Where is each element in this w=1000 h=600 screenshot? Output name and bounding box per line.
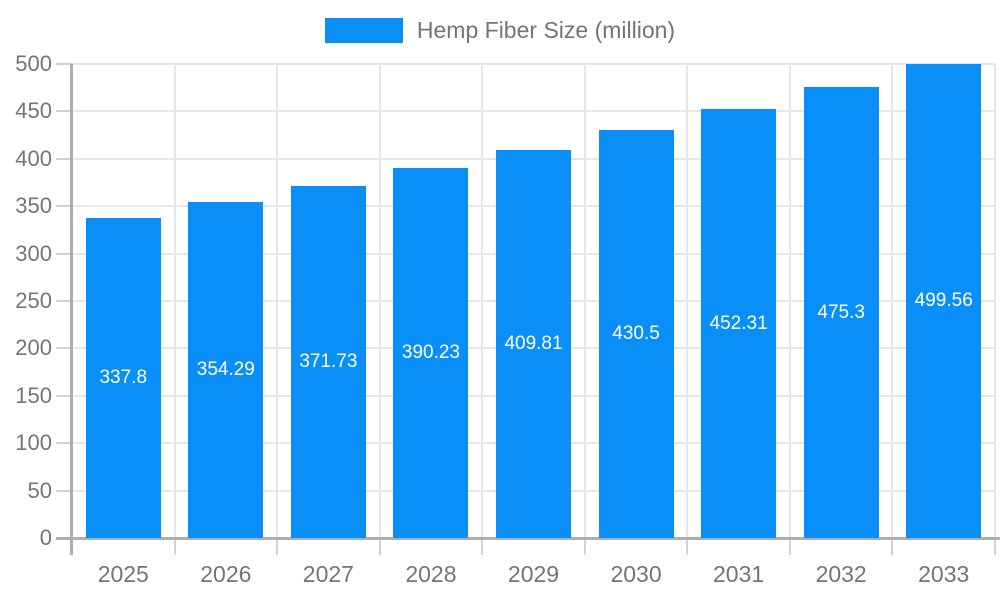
bar-value-label: 452.31 — [709, 312, 768, 334]
x-axis-tick — [378, 540, 381, 555]
legend-label[interactable]: Hemp Fiber Size (million) — [416, 17, 676, 43]
gridline-vertical — [173, 64, 176, 538]
x-axis-tick — [481, 540, 484, 555]
bar[interactable]: 499.56 — [906, 64, 982, 538]
y-axis-tick — [56, 157, 72, 160]
bar-value-label: 337.8 — [99, 366, 148, 388]
y-axis-tick — [56, 252, 72, 255]
x-tick-label: 2026 — [200, 561, 252, 587]
gridline-horizontal — [72, 110, 995, 113]
legend: Hemp Fiber Size (million) — [0, 16, 1000, 44]
legend-swatch[interactable] — [324, 17, 403, 43]
gridline-vertical — [686, 64, 689, 538]
gridline-vertical — [378, 64, 381, 538]
x-axis-line — [56, 537, 1000, 540]
y-tick-label: 300 — [15, 240, 52, 266]
x-tick-label: 2025 — [97, 561, 149, 587]
bar[interactable]: 371.73 — [290, 185, 366, 538]
x-axis-tick — [994, 540, 996, 555]
y-tick-label: 100 — [15, 430, 52, 456]
bar-value-label: 499.56 — [914, 290, 973, 312]
bar-value-label: 371.73 — [299, 350, 358, 372]
x-axis-tick — [891, 540, 894, 555]
y-tick-label: 500 — [15, 51, 52, 76]
y-tick-label: 0 — [39, 525, 52, 550]
x-tick-label: 2030 — [610, 561, 662, 587]
gridline-vertical — [994, 64, 996, 538]
y-tick-label: 150 — [15, 382, 52, 408]
gridline-vertical — [583, 64, 586, 538]
x-tick-label: 2029 — [507, 561, 560, 587]
x-tick-label: 2028 — [405, 561, 457, 587]
x-tick-label: 2031 — [713, 561, 765, 587]
x-axis-tick — [583, 540, 586, 555]
bar[interactable]: 475.3 — [803, 87, 879, 538]
y-axis-tick — [56, 205, 72, 208]
x-axis-tick — [173, 540, 176, 555]
x-tick-label: 2027 — [302, 561, 354, 587]
bar[interactable]: 337.8 — [85, 217, 161, 538]
bar-value-label: 430.5 — [612, 322, 660, 344]
bar[interactable]: 354.29 — [188, 202, 264, 538]
bar-value-label: 390.23 — [401, 342, 460, 364]
y-tick-label: 450 — [15, 98, 52, 124]
gridline-horizontal — [72, 63, 995, 65]
bar-value-label: 475.3 — [817, 301, 865, 323]
x-tick-label: 2032 — [815, 561, 867, 587]
y-axis-tick — [56, 442, 72, 445]
x-tick-label: 2033 — [918, 561, 970, 587]
y-tick-label: 50 — [27, 477, 52, 503]
y-axis-tick — [56, 489, 72, 492]
y-tick-label: 400 — [15, 145, 52, 171]
bar[interactable]: 409.81 — [496, 149, 571, 538]
bar-value-label: 354.29 — [196, 359, 255, 381]
y-axis-line — [70, 64, 73, 555]
y-tick-label: 350 — [15, 193, 52, 219]
x-axis-tick — [686, 540, 689, 555]
y-tick-label: 200 — [15, 335, 52, 361]
y-axis-tick — [56, 110, 72, 113]
y-axis-tick — [56, 347, 72, 350]
gridline-vertical — [788, 64, 791, 538]
bar[interactable]: 430.5 — [598, 129, 674, 538]
bar[interactable]: 390.23 — [393, 168, 469, 538]
y-tick-label: 250 — [15, 288, 52, 313]
bar-value-label: 409.81 — [504, 332, 563, 354]
x-axis-tick — [276, 540, 279, 555]
y-axis-tick — [56, 394, 72, 397]
bar[interactable]: 452.31 — [701, 109, 777, 538]
x-axis-tick — [788, 540, 791, 555]
gridline-vertical — [276, 64, 279, 538]
y-axis-tick — [56, 300, 72, 302]
gridline-vertical — [891, 64, 894, 538]
gridline-vertical — [481, 64, 484, 538]
y-axis-tick — [56, 63, 72, 65]
